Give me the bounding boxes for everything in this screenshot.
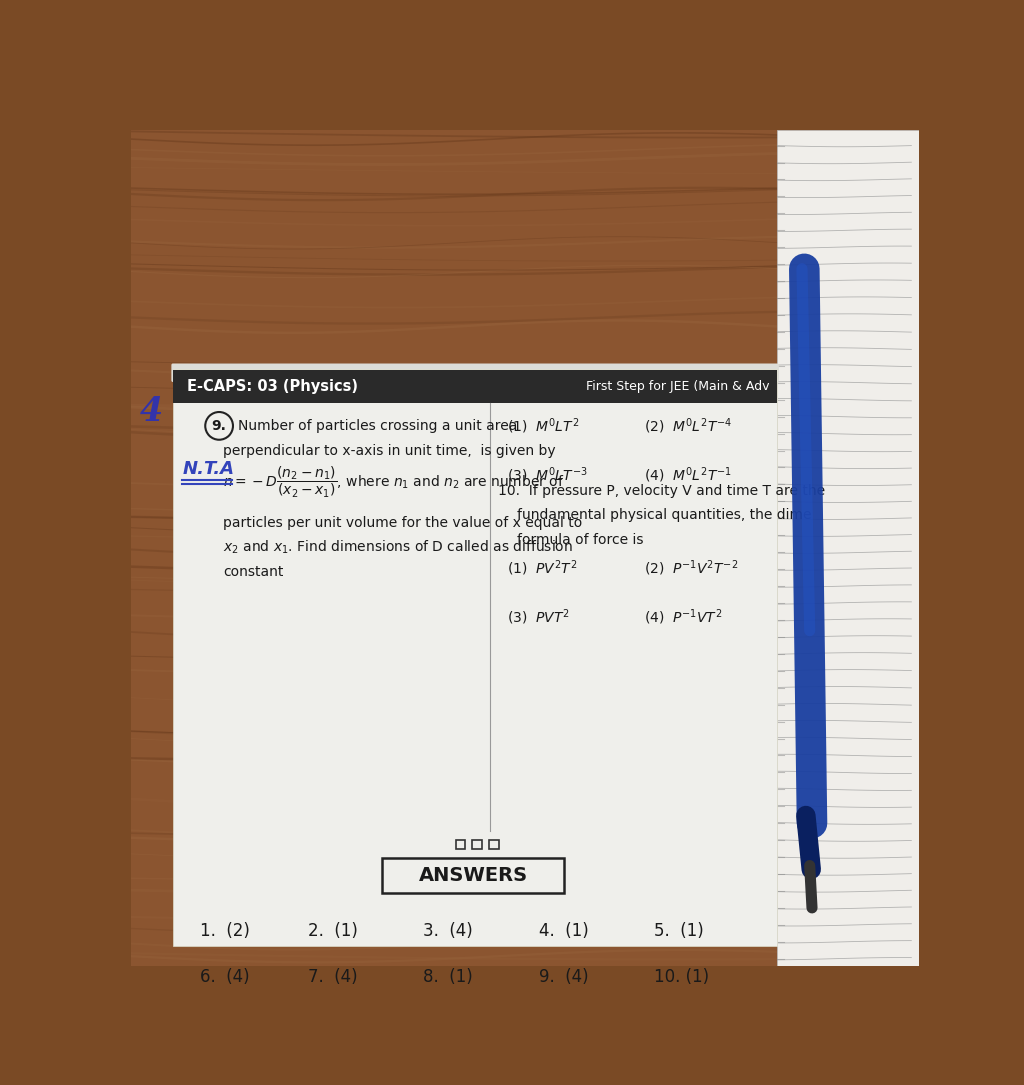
Bar <box>777 130 920 966</box>
Text: (4)  $M^0L^2T^{-1}$: (4) $M^0L^2T^{-1}$ <box>644 465 732 485</box>
Text: Number of particles crossing a unit area: Number of particles crossing a unit area <box>239 419 518 433</box>
Text: 7.  (4): 7. (4) <box>307 968 357 986</box>
Text: ANSWERS: ANSWERS <box>419 866 527 885</box>
Bar <box>489 840 499 850</box>
Text: 2.  (1): 2. (1) <box>307 922 357 940</box>
FancyBboxPatch shape <box>171 363 779 382</box>
Text: (2)  $P^{-1}V^2T^{-2}$: (2) $P^{-1}V^2T^{-2}$ <box>644 559 738 578</box>
Text: 10. (1): 10. (1) <box>654 968 710 986</box>
Bar <box>472 1023 481 1032</box>
Bar <box>173 370 777 403</box>
Text: 8.  (1): 8. (1) <box>423 968 473 986</box>
Text: 4: 4 <box>139 395 163 427</box>
Text: 9.: 9. <box>212 419 226 433</box>
Text: N.T.A: N.T.A <box>182 460 234 478</box>
Text: (3)  $PVT^2$: (3) $PVT^2$ <box>507 608 570 627</box>
Text: $n=-D\dfrac{(n_2-n_1)}{(x_2-x_1)}$, where $n_1$ and $n_2$ are number of: $n=-D\dfrac{(n_2-n_1)}{(x_2-x_1)}$, wher… <box>223 465 564 500</box>
Text: (1)  $PV^2T^2$: (1) $PV^2T^2$ <box>507 559 578 578</box>
Text: 6.  (4): 6. (4) <box>200 968 250 986</box>
Text: (1)  $M^0LT^2$: (1) $M^0LT^2$ <box>507 416 580 436</box>
Text: 3.  (4): 3. (4) <box>423 922 473 940</box>
Text: 4.  (1): 4. (1) <box>539 922 589 940</box>
Bar <box>173 369 777 946</box>
Bar <box>456 840 465 850</box>
Text: 9.  (4): 9. (4) <box>539 968 588 986</box>
Bar <box>456 1023 465 1032</box>
Text: constant: constant <box>223 565 284 579</box>
Text: 1.  (2): 1. (2) <box>200 922 250 940</box>
Text: (4)  $P^{-1}VT^2$: (4) $P^{-1}VT^2$ <box>644 608 723 627</box>
Text: $x_2$ and $x_1$. Find dimensions of D called as diffusion: $x_2$ and $x_1$. Find dimensions of D ca… <box>223 539 573 557</box>
Text: 10.  If pressure P, velocity V and time T are the: 10. If pressure P, velocity V and time T… <box>498 484 825 498</box>
Text: First Step for JEE (Main & Adv: First Step for JEE (Main & Adv <box>586 380 770 393</box>
Text: fundamental physical quantities, the dime: fundamental physical quantities, the dim… <box>517 508 812 522</box>
Bar <box>472 840 481 850</box>
Bar <box>489 1023 499 1032</box>
Text: 5.  (1): 5. (1) <box>654 922 703 940</box>
Text: particles per unit volume for the value of x equal to: particles per unit volume for the value … <box>223 515 583 529</box>
Text: perpendicular to x-axis in unit time,  is given by: perpendicular to x-axis in unit time, is… <box>223 444 556 458</box>
Text: (2)  $M^0L^2T^{-4}$: (2) $M^0L^2T^{-4}$ <box>644 416 732 436</box>
Text: E-CAPS: 03 (Physics): E-CAPS: 03 (Physics) <box>186 379 357 394</box>
Text: formula of force is: formula of force is <box>517 533 644 547</box>
Text: (3)  $M^0LT^{-3}$: (3) $M^0LT^{-3}$ <box>507 465 588 485</box>
FancyBboxPatch shape <box>382 858 564 893</box>
